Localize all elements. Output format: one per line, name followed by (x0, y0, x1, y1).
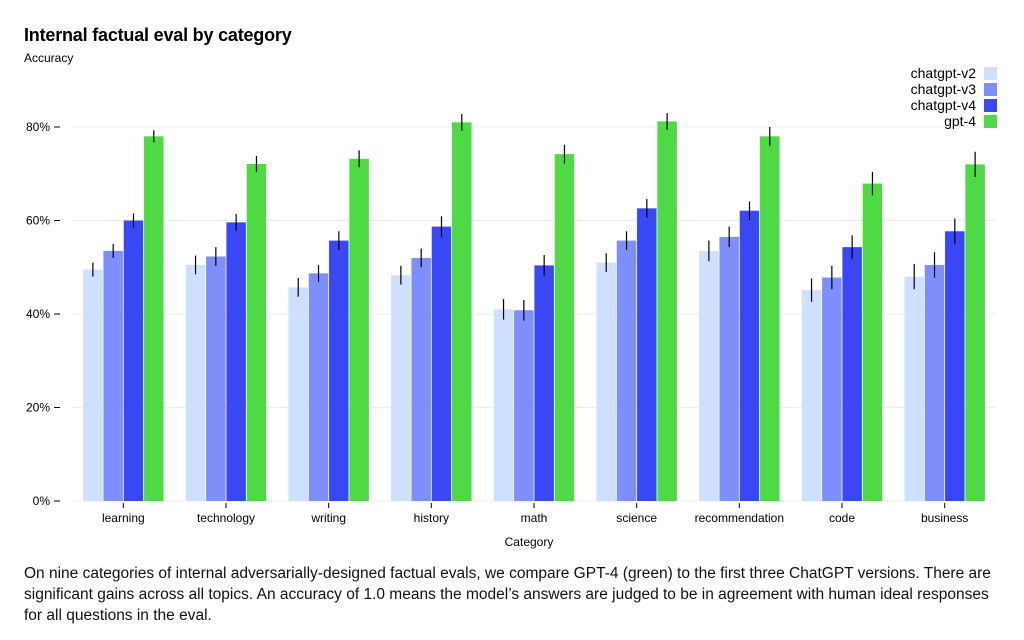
y-tick-label: 60% (26, 214, 50, 228)
x-tick-label-math: math (521, 511, 548, 525)
x-axis: learning technology writing history math scie… (102, 503, 968, 525)
legend-label-gpt-4: gpt-4 (944, 113, 976, 129)
y-tick-label: 80% (26, 120, 50, 134)
bar-chatgpt-v4-science (637, 208, 657, 501)
bar-gpt-4-technology (246, 163, 267, 501)
x-tick-label-learning: learning (102, 511, 145, 525)
y-tick-label: 20% (26, 401, 50, 415)
bar-gpt-4-code (862, 183, 883, 501)
bar-chatgpt-v2-recommendation (699, 250, 719, 501)
bar-chatgpt-v2-business (904, 276, 924, 501)
grid-lines (72, 126, 996, 502)
x-tick-label-technology: technology (197, 511, 255, 525)
legend-swatch-chatgpt-v2 (984, 67, 997, 80)
bar-gpt-4-recommendation (760, 136, 780, 501)
legend-label-chatgpt-v2: chatgpt-v2 (911, 65, 977, 81)
bar-chatgpt-v3-recommendation (719, 236, 739, 502)
bar-chatgpt-v2-code (801, 290, 822, 501)
bar-chatgpt-v4-learning (123, 220, 144, 501)
bar-chatgpt-v3-math (514, 310, 534, 501)
bar-chatgpt-v3-code (822, 277, 842, 501)
bars (83, 121, 985, 502)
bar-chatgpt-v3-writing (308, 273, 329, 501)
bar-gpt-4-writing (349, 158, 369, 502)
bar-chatgpt-v4-math (534, 265, 554, 501)
bar-chatgpt-v2-science (596, 262, 616, 501)
x-tick-label-business: business (921, 511, 968, 525)
chart-caption: On nine categories of internal adversari… (24, 565, 991, 624)
bar-chatgpt-v2-history (391, 275, 411, 501)
bar-gpt-4-science (657, 121, 677, 501)
error-bars (92, 112, 976, 321)
x-tick-label-history: history (414, 511, 449, 525)
bar-chatgpt-v2-technology (185, 264, 206, 501)
x-tick-label-code: code (829, 511, 855, 525)
bar-gpt-4-math (554, 154, 575, 502)
bar-chatgpt-v4-technology (226, 222, 246, 501)
bar-chatgpt-v3-science (616, 240, 637, 502)
y-tick-label: 0% (33, 494, 51, 508)
bar-chatgpt-v4-writing (329, 240, 349, 502)
bar-chatgpt-v4-code (842, 247, 862, 501)
y-axis: 0% 20% 40% 60% 80% (26, 120, 60, 508)
legend-swatch-gpt-4 (984, 115, 997, 128)
bar-gpt-4-learning (144, 136, 164, 501)
bar-chatgpt-v4-business (945, 231, 965, 501)
bar-gpt-4-history (452, 122, 472, 501)
legend-swatch-chatgpt-v3 (984, 83, 997, 96)
y-axis-label: Accuracy (24, 51, 74, 65)
bar-chatgpt-v3-learning (103, 250, 123, 501)
x-tick-label-recommendation: recommendation (695, 511, 784, 525)
legend-label-chatgpt-v3: chatgpt-v3 (911, 81, 977, 97)
bar-chatgpt-v3-history (411, 257, 431, 501)
bar-chatgpt-v4-recommendation (739, 210, 760, 501)
bar-chatgpt-v4-history (431, 226, 452, 501)
bar-chatgpt-v2-writing (288, 287, 308, 501)
bar-gpt-4-business (965, 164, 985, 501)
bar-chatgpt-v2-math (493, 309, 514, 501)
x-axis-title: Category (505, 535, 554, 549)
bar-chatgpt-v3-business (924, 264, 945, 501)
x-tick-label-science: science (616, 511, 657, 525)
legend-label-chatgpt-v4: chatgpt-v4 (911, 97, 977, 113)
bar-chatgpt-v3-technology (206, 256, 226, 501)
y-tick-label: 40% (26, 307, 50, 321)
bar-chart: 0% 20% 40% 60% 80% learning technology writing… (26, 65, 997, 549)
bar-chatgpt-v2-learning (83, 269, 103, 501)
x-tick-label-writing: writing (310, 511, 346, 525)
legend-swatch-chatgpt-v4 (984, 99, 997, 112)
chart-title: Internal factual eval by category (24, 25, 292, 45)
